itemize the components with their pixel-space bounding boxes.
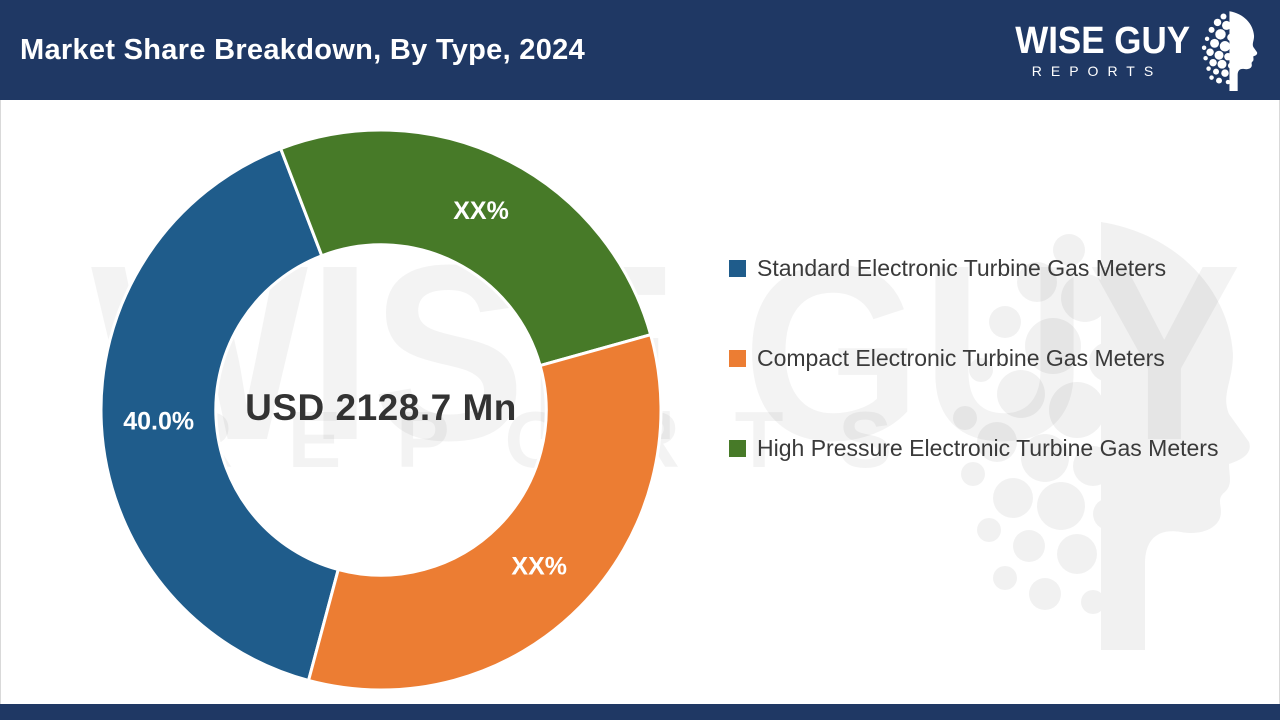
legend-item: Standard Electronic Turbine Gas Meters [729, 252, 1218, 284]
slice-label: XX% [453, 197, 509, 225]
legend: Standard Electronic Turbine Gas Meters C… [729, 252, 1218, 522]
brand-name: WISE GUY [1015, 19, 1190, 62]
legend-item: High Pressure Electronic Turbine Gas Met… [729, 432, 1218, 464]
legend-swatch-green [729, 439, 746, 457]
slice-label: 40.0% [123, 408, 194, 436]
legend-item: Compact Electronic Turbine Gas Meters [729, 342, 1218, 374]
brand-logo: WISE GUY REPORTS [1000, 9, 1260, 91]
legend-label: Standard Electronic Turbine Gas Meters [757, 254, 1167, 281]
legend-label: Compact Electronic Turbine Gas Meters [757, 344, 1165, 371]
legend-swatch-blue [729, 259, 746, 277]
page-title: Market Share Breakdown, By Type, 2024 [20, 33, 586, 66]
brand-subtitle: REPORTS [1031, 62, 1163, 79]
legend-swatch-orange [729, 349, 746, 367]
donut-segment-1 [99, 147, 340, 682]
donut-chart: 40.0% XX% XX% [99, 128, 663, 692]
footer-bar [0, 704, 1280, 720]
center-value: USD 2128.7 Mn [245, 387, 517, 428]
brand-logo-text: WISE GUY REPORTS [1000, 22, 1190, 79]
header-bar: Market Share Breakdown, By Type, 2024 WI… [0, 0, 1280, 100]
slice-label: XX% [511, 553, 567, 581]
brand-face-icon [1201, 11, 1258, 91]
legend-label: High Pressure Electronic Turbine Gas Met… [757, 434, 1219, 461]
chart-area: WISE GUY REPORTS 40.0%XX%XX% USD 2128.7 … [0, 100, 1280, 704]
donut-segment-3 [307, 333, 663, 692]
donut-segment-2 [279, 128, 653, 368]
